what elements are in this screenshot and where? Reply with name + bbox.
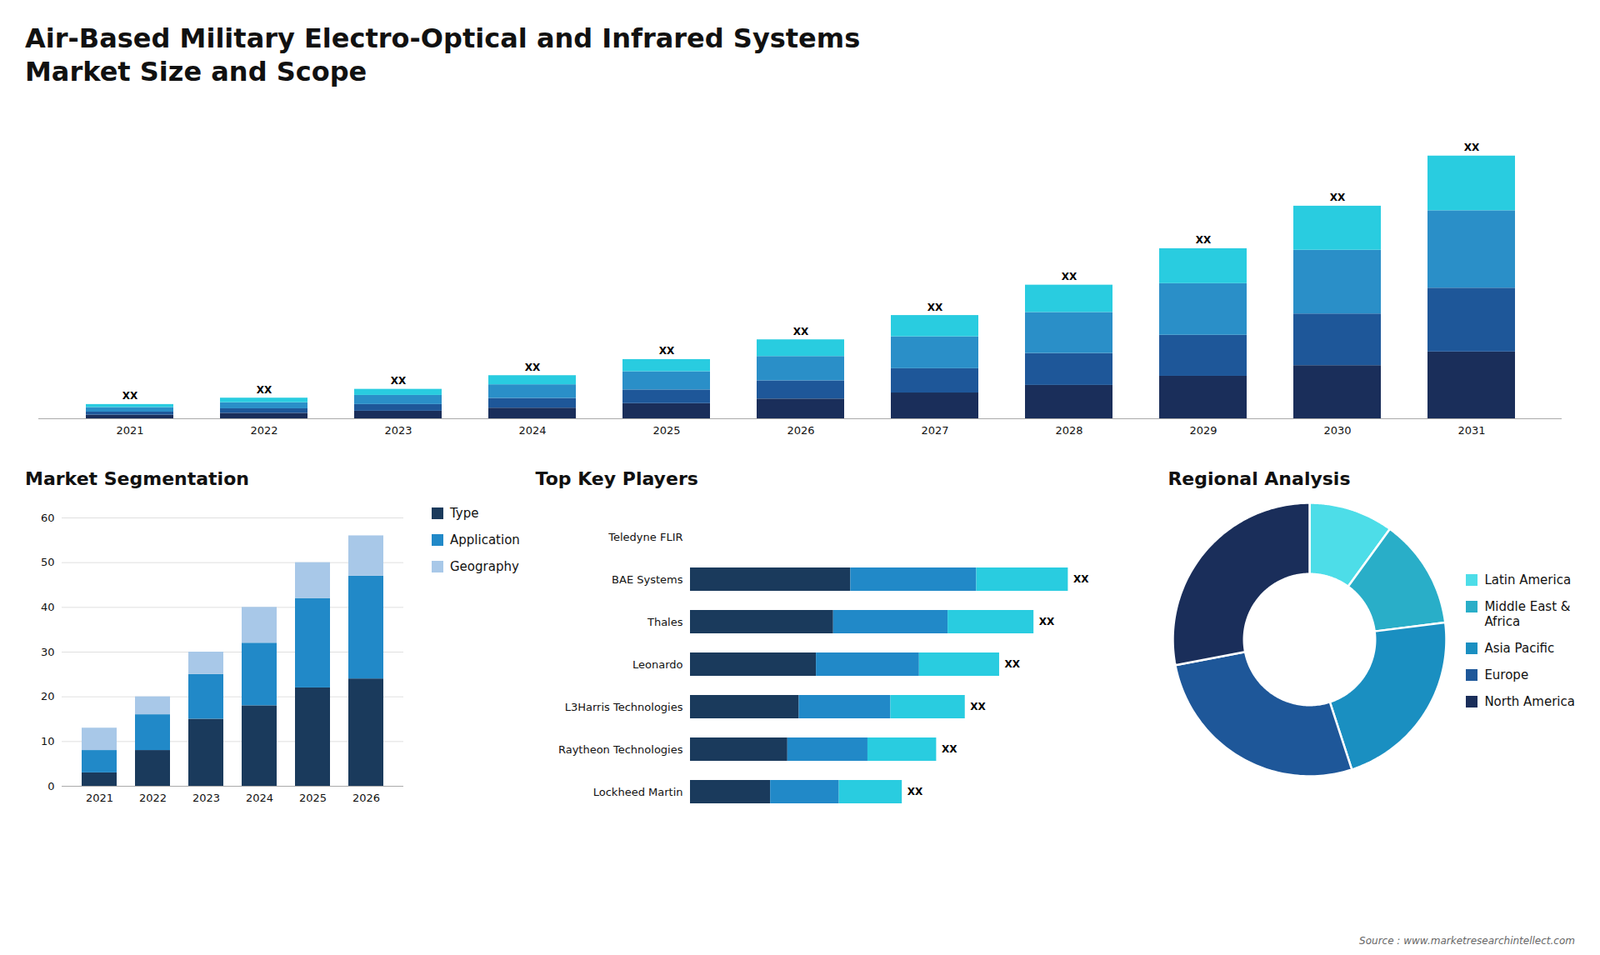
svg-text:2023: 2023 [384,424,412,437]
svg-text:XX: XX [256,384,273,396]
html-text:Application: Application [450,532,520,548]
svg-text:Raytheon Technologies: Raytheon Technologies [558,743,684,756]
html-text:Middle East & Africa: Middle East & Africa [1484,599,1571,630]
svg-text:Thales: Thales [646,615,684,629]
svg-text:2022: 2022 [250,424,278,437]
svg-text:50: 50 [40,555,55,569]
html-text:Air-Based Military Electro-Opt: Air-Based Military Electro-Optical and I… [25,22,861,55]
svg-text:XX: XX [1061,270,1078,283]
svg-text:XX: XX [1330,191,1346,204]
svg-text:20: 20 [40,690,55,703]
svg-text:XX: XX [927,301,944,314]
html-text:Geography: Geography [450,559,519,575]
svg-text:2024: 2024 [518,424,546,437]
svg-text:2025: 2025 [299,791,327,805]
html-text:Asia Pacific: Asia Pacific [1484,640,1555,656]
svg-text:XX: XX [390,375,407,387]
svg-text:2026: 2026 [352,791,380,805]
svg-text:2031: 2031 [1457,424,1485,437]
svg-text:2027: 2027 [920,424,949,437]
svg-text:2021: 2021 [85,791,114,805]
svg-text:XX: XX [659,345,675,357]
svg-text:40: 40 [40,600,55,614]
svg-text:XX: XX [970,700,986,713]
svg-text:XX: XX [1004,658,1020,670]
html-text:Europe: Europe [1484,667,1529,683]
svg-text:2023: 2023 [192,791,220,805]
svg-text:30: 30 [40,645,55,659]
svg-text:60: 60 [40,511,55,525]
svg-text:XX: XX [793,325,810,338]
svg-text:0: 0 [47,780,55,793]
svg-text:XX: XX [1038,615,1055,628]
svg-text:2028: 2028 [1055,424,1083,437]
svg-text:Leonardo: Leonardo [632,658,684,671]
svg-text:2026: 2026 [786,424,815,437]
html-text:Latin America: Latin America [1484,572,1571,588]
svg-text:XX: XX [122,390,139,402]
svg-text:2022: 2022 [139,791,167,805]
svg-text:2024: 2024 [245,791,274,805]
svg-text:XX: XX [1072,573,1089,585]
svg-text:Teledyne FLIR: Teledyne FLIR [607,530,683,544]
svg-text:XX: XX [906,785,923,798]
svg-text:XX: XX [1195,234,1212,246]
svg-text:XX: XX [940,743,957,755]
html-text:Type: Type [450,505,479,521]
html-text:Top Key Players: Top Key Players [535,468,699,490]
svg-text:Lockheed Martin: Lockheed Martin [592,785,683,799]
svg-text:2029: 2029 [1189,424,1217,437]
svg-text:XX: XX [525,361,541,374]
svg-text:2025: 2025 [652,424,680,437]
svg-text:L3Harris Technologies: L3Harris Technologies [564,700,683,714]
svg-text:2030: 2030 [1323,424,1351,437]
svg-text:10: 10 [40,735,55,748]
html-text:Market Size and Scope: Market Size and Scope [25,55,367,88]
svg-text:2021: 2021 [115,424,144,437]
svg-text:BAE Systems: BAE Systems [611,573,684,586]
html-text:Regional Analysis: Regional Analysis [1167,468,1351,490]
html-text:Source : www.marketresearchint: Source : www.marketresearchintellect.com [1359,935,1575,947]
html-text:Market Segmentation: Market Segmentation [25,468,250,490]
html-text:North America: North America [1484,694,1575,710]
svg-text:XX: XX [1464,141,1480,154]
